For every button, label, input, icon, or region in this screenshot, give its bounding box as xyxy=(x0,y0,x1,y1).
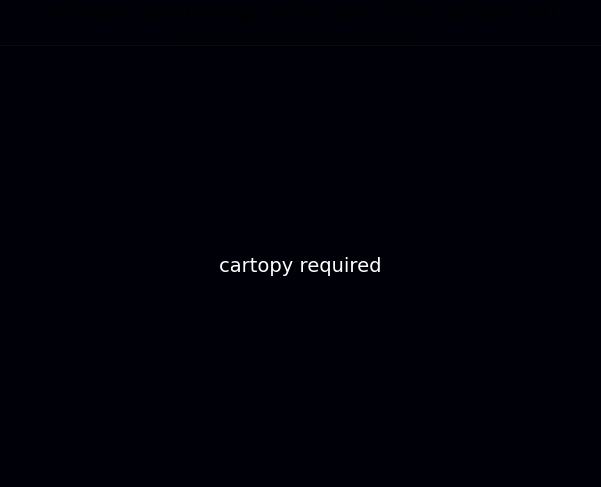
Text: Secondary Swell energy on Saturday 22 Mar at 9am GMT: Secondary Swell energy on Saturday 22 Ma… xyxy=(42,6,559,24)
Text: Arrows show the wind wave direction: Arrows show the wind wave direction xyxy=(184,31,417,43)
Text: cartopy required: cartopy required xyxy=(219,257,382,276)
